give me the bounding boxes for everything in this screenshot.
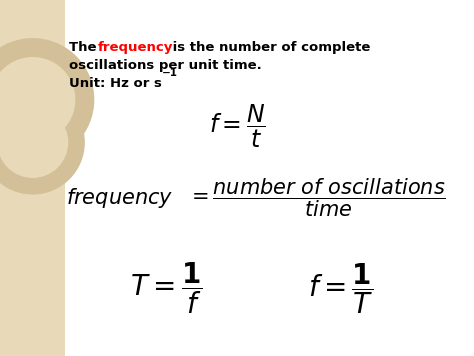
Text: The: The — [69, 41, 101, 54]
Ellipse shape — [0, 107, 68, 178]
Ellipse shape — [0, 57, 75, 142]
Ellipse shape — [0, 38, 94, 161]
Ellipse shape — [0, 90, 85, 194]
Text: $\boldsymbol{\mathit{f}} = \dfrac{\boldsymbol{1}}{\boldsymbol{\mathit{T}}}$: $\boldsymbol{\mathit{f}} = \dfrac{\bolds… — [309, 261, 374, 316]
Text: −1: −1 — [162, 68, 178, 78]
Text: $\mathit{f} = \dfrac{N}{t}$: $\mathit{f} = \dfrac{N}{t}$ — [209, 103, 265, 150]
Text: is the number of complete: is the number of complete — [168, 41, 371, 54]
Bar — [0, 0, 65, 356]
Text: frequency: frequency — [98, 41, 173, 54]
Text: $\mathit{frequency}$: $\mathit{frequency}$ — [66, 185, 174, 210]
Text: $\boldsymbol{\mathit{T}} = \dfrac{\boldsymbol{1}}{\boldsymbol{\mathit{f}}}$: $\boldsymbol{\mathit{T}} = \dfrac{\bolds… — [130, 261, 202, 316]
Text: Unit: Hz or s: Unit: Hz or s — [69, 77, 162, 90]
Text: oscillations per unit time.: oscillations per unit time. — [69, 59, 262, 72]
Text: $= \dfrac{\mathit{number\ of\ oscillations}}{\mathit{time}}$: $= \dfrac{\mathit{number\ of\ oscillatio… — [187, 176, 446, 219]
